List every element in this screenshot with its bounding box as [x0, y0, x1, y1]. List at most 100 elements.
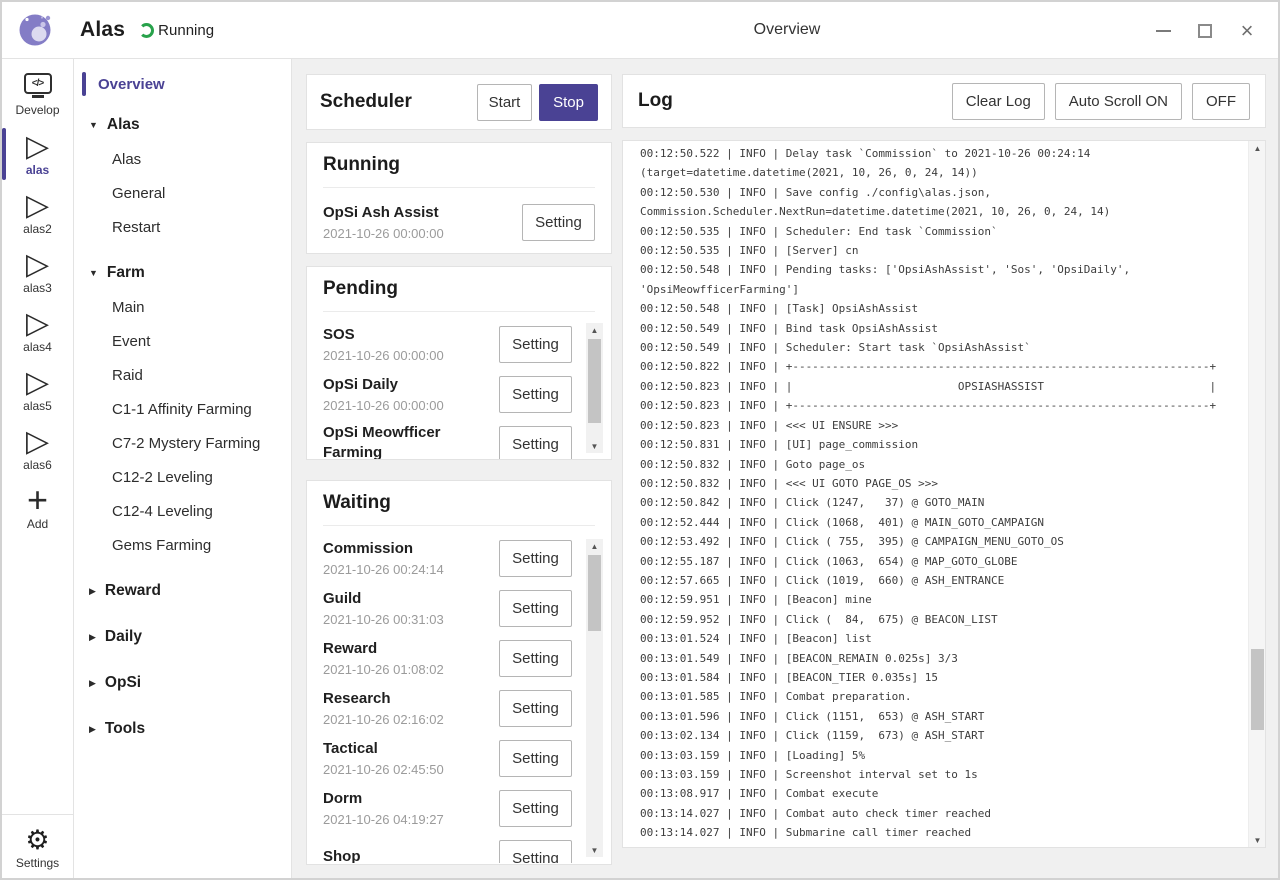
scheduler-status: Running	[139, 22, 214, 39]
rail-instance-button[interactable]: alas2	[2, 186, 73, 240]
task-setting-button[interactable]: Setting	[499, 839, 572, 863]
scrollbar-thumb[interactable]	[588, 555, 601, 631]
task-setting-button[interactable]: Setting	[499, 689, 572, 727]
task-name: Reward	[323, 640, 378, 657]
nav-item[interactable]: Farm	[74, 256, 291, 290]
nav-item[interactable]: Event	[112, 332, 151, 350]
scroll-down-icon[interactable]: ▼	[1253, 835, 1262, 845]
nav-item[interactable]: Restart	[112, 218, 161, 236]
log-line: 00:12:50.842 | INFO | Click (1247, 37) @…	[640, 496, 985, 510]
nav-item[interactable]: Gems Farming	[112, 536, 212, 554]
waiting-title: Waiting	[323, 492, 595, 526]
log-line: 00:12:57.665 | INFO | Click (1019, 660) …	[640, 573, 1005, 587]
nav-item[interactable]: Reward	[74, 574, 291, 608]
nav-item[interactable]: C7-2 Mystery Farming	[112, 434, 261, 452]
task-setting-button[interactable]: Setting	[499, 639, 572, 677]
instance-icon	[26, 191, 49, 221]
log-line: 00:12:50.548 | INFO | Pending tasks: ['O…	[640, 263, 1131, 277]
instance-icon	[27, 485, 48, 516]
instance-label: alas2	[23, 221, 52, 236]
instance-label: alas6	[23, 457, 52, 472]
task-name: Tactical	[323, 740, 378, 757]
scroll-up-icon[interactable]: ▲	[590, 541, 599, 551]
log-line: 00:12:50.823 | INFO | <<< UI ENSURE >>>	[640, 418, 899, 432]
scroll-up-icon[interactable]: ▲	[1253, 143, 1262, 153]
task-info: Research 2021-10-26 02:16:02	[323, 689, 499, 727]
task-info: SOS 2021-10-26 00:00:00	[323, 325, 499, 363]
nav-item[interactable]: C12-2 Leveling	[112, 468, 213, 486]
rail-instance-button[interactable]: alas	[2, 127, 73, 181]
task-row: Research 2021-10-26 02:16:02 Setting	[323, 683, 572, 733]
rail-instance-button[interactable]: alas3	[2, 245, 73, 299]
nav-item[interactable]: Raid	[112, 366, 143, 384]
log-line: 00:13:01.585 | INFO | Combat preparation…	[640, 690, 912, 704]
task-time: 2021-10-26 01:08:02	[323, 662, 444, 677]
minimize-button[interactable]	[1142, 11, 1184, 51]
auto-scroll-button[interactable]: Auto Scroll ON	[1054, 82, 1182, 120]
nav-item[interactable]: Alas	[74, 108, 291, 142]
close-button[interactable]: ×	[1226, 11, 1268, 51]
task-time: 2021-10-26 00:31:03	[323, 612, 444, 627]
app-title: Alas	[80, 18, 126, 41]
nav-item[interactable]: Overview	[74, 72, 291, 96]
nav-item[interactable]: C1-1 Affinity Farming	[112, 400, 252, 418]
nav-item[interactable]: OpSi	[74, 666, 291, 700]
rail-instance-button[interactable]: alas4	[2, 304, 73, 358]
task-setting-button[interactable]: Setting	[499, 325, 572, 363]
task-name: Research	[323, 690, 391, 707]
task-setting-button[interactable]: Setting	[522, 203, 595, 241]
log-output: 00:12:50.522 | INFO | Delay task `Commis…	[623, 141, 1248, 847]
rail-instance-button[interactable]: alas6	[2, 422, 73, 476]
main-content: Scheduler Start Stop Running OpSi Ash As…	[292, 59, 1278, 878]
log-line: 00:13:14.027 | INFO | Submarine call tim…	[640, 826, 972, 840]
clear-log-button[interactable]: Clear Log	[951, 82, 1045, 120]
stop-button[interactable]: Stop	[539, 83, 598, 121]
scroll-down-icon[interactable]: ▼	[590, 441, 599, 451]
instance-rail: Develop alas alas2 alas3 alas4 alas5 ala…	[2, 59, 74, 878]
alas-logo-icon	[19, 14, 51, 46]
pending-scrollbar[interactable]: ▲ ▼	[586, 323, 603, 453]
pending-panel: Pending SOS 2021-10-26 00:00:00 Setting …	[306, 266, 612, 460]
task-name: SOS	[323, 326, 355, 343]
nav-item[interactable]: Daily	[74, 620, 291, 654]
log-scrollbar[interactable]: ▲ ▼	[1248, 141, 1265, 847]
maximize-button[interactable]	[1184, 11, 1226, 51]
pending-title: Pending	[323, 278, 595, 312]
waiting-scrollbar[interactable]: ▲ ▼	[586, 539, 603, 857]
scrollbar-thumb[interactable]	[1251, 649, 1264, 730]
scroll-down-icon[interactable]: ▼	[590, 845, 599, 855]
start-button[interactable]: Start	[477, 83, 532, 121]
scroll-up-icon[interactable]: ▲	[590, 325, 599, 335]
task-setting-button[interactable]: Setting	[499, 589, 572, 627]
task-setting-button[interactable]: Setting	[499, 739, 572, 777]
task-row: Shop Setting	[323, 833, 572, 863]
settings-button[interactable]: ⚙ Settings	[2, 814, 73, 878]
task-setting-button[interactable]: Setting	[499, 539, 572, 577]
log-panel-header: Log Clear Log Auto Scroll ON OFF	[622, 74, 1266, 128]
task-setting-button[interactable]: Setting	[499, 425, 572, 459]
log-line: (target=datetime.datetime(2021, 10, 26, …	[640, 166, 978, 180]
scroll-off-button[interactable]: OFF	[1192, 82, 1250, 120]
task-info: Dorm 2021-10-26 04:19:27	[323, 789, 499, 827]
rail-instance-button[interactable]: Add	[2, 481, 73, 535]
instance-icon	[26, 309, 49, 339]
nav-item[interactable]: Main	[112, 298, 145, 316]
nav-item[interactable]: Tools	[74, 712, 291, 746]
nav-item[interactable]: General	[112, 184, 166, 202]
log-line: 00:12:50.823 | INFO | +-----------------…	[640, 399, 1217, 413]
log-line: 00:13:02.134 | INFO | Click (1159, 673) …	[640, 729, 985, 743]
task-setting-button[interactable]: Setting	[499, 375, 572, 413]
instance-label: alas	[25, 162, 50, 177]
nav-item[interactable]: C12-4 Leveling	[112, 502, 213, 520]
rail-instance-button[interactable]: alas5	[2, 363, 73, 417]
scrollbar-thumb[interactable]	[588, 339, 601, 423]
log-line: 00:13:01.524 | INFO | [Beacon] list	[640, 632, 872, 646]
task-name: Commission	[323, 540, 414, 557]
rail-instance-button[interactable]: Develop	[2, 68, 73, 122]
nav-item[interactable]: Alas	[112, 150, 142, 168]
task-setting-button[interactable]: Setting	[499, 789, 572, 827]
settings-label: Settings	[15, 856, 60, 870]
maximize-icon	[1198, 23, 1212, 38]
log-line: 00:12:50.822 | INFO | +-----------------…	[640, 360, 1217, 374]
